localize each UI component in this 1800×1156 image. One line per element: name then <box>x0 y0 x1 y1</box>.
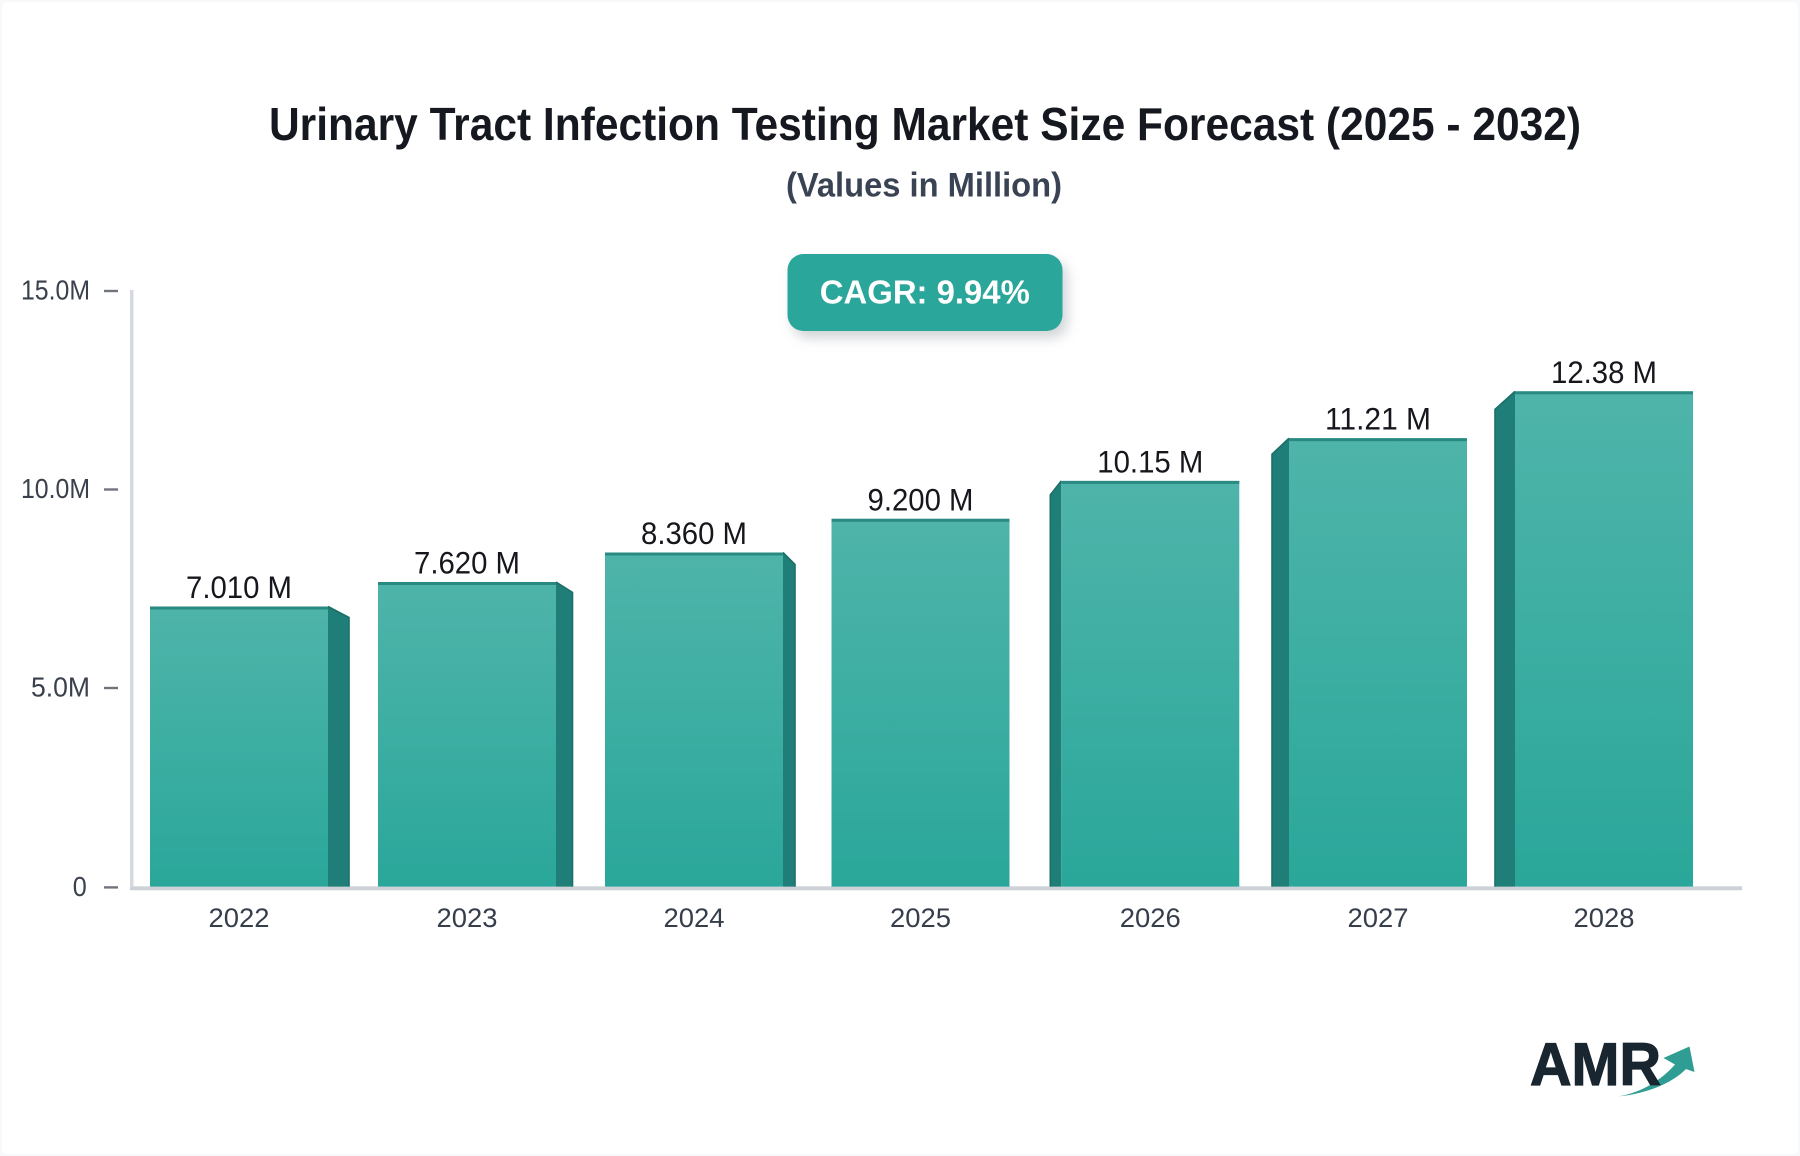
svg-text:15.0M: 15.0M <box>21 275 90 306</box>
svg-text:2027: 2027 <box>1348 903 1409 933</box>
svg-text:2026: 2026 <box>1120 903 1181 933</box>
svg-text:11.21 M: 11.21 M <box>1325 401 1431 437</box>
svg-text:AMR: AMR <box>1530 1031 1661 1098</box>
svg-text:9.200 M: 9.200 M <box>868 481 974 517</box>
svg-text:5.0M: 5.0M <box>31 672 90 703</box>
svg-text:10.15 M: 10.15 M <box>1097 443 1203 479</box>
svg-text:2028: 2028 <box>1574 903 1635 933</box>
svg-text:7.620 M: 7.620 M <box>414 545 520 581</box>
svg-text:8.360 M: 8.360 M <box>641 515 747 551</box>
svg-text:Urinary Tract Infection Testin: Urinary Tract Infection Testing Market S… <box>269 98 1581 150</box>
svg-text:10.0M: 10.0M <box>21 473 90 504</box>
svg-text:2024: 2024 <box>664 903 725 933</box>
svg-text:(Values in Million): (Values in Million) <box>786 166 1062 204</box>
svg-text:2022: 2022 <box>209 903 270 933</box>
svg-text:12.38 M: 12.38 M <box>1551 354 1657 390</box>
svg-text:7.010 M: 7.010 M <box>186 569 292 605</box>
svg-text:2023: 2023 <box>437 903 498 933</box>
svg-text:CAGR: 9.94%: CAGR: 9.94% <box>820 274 1030 311</box>
svg-text:0: 0 <box>73 871 87 902</box>
svg-text:2025: 2025 <box>890 903 951 933</box>
